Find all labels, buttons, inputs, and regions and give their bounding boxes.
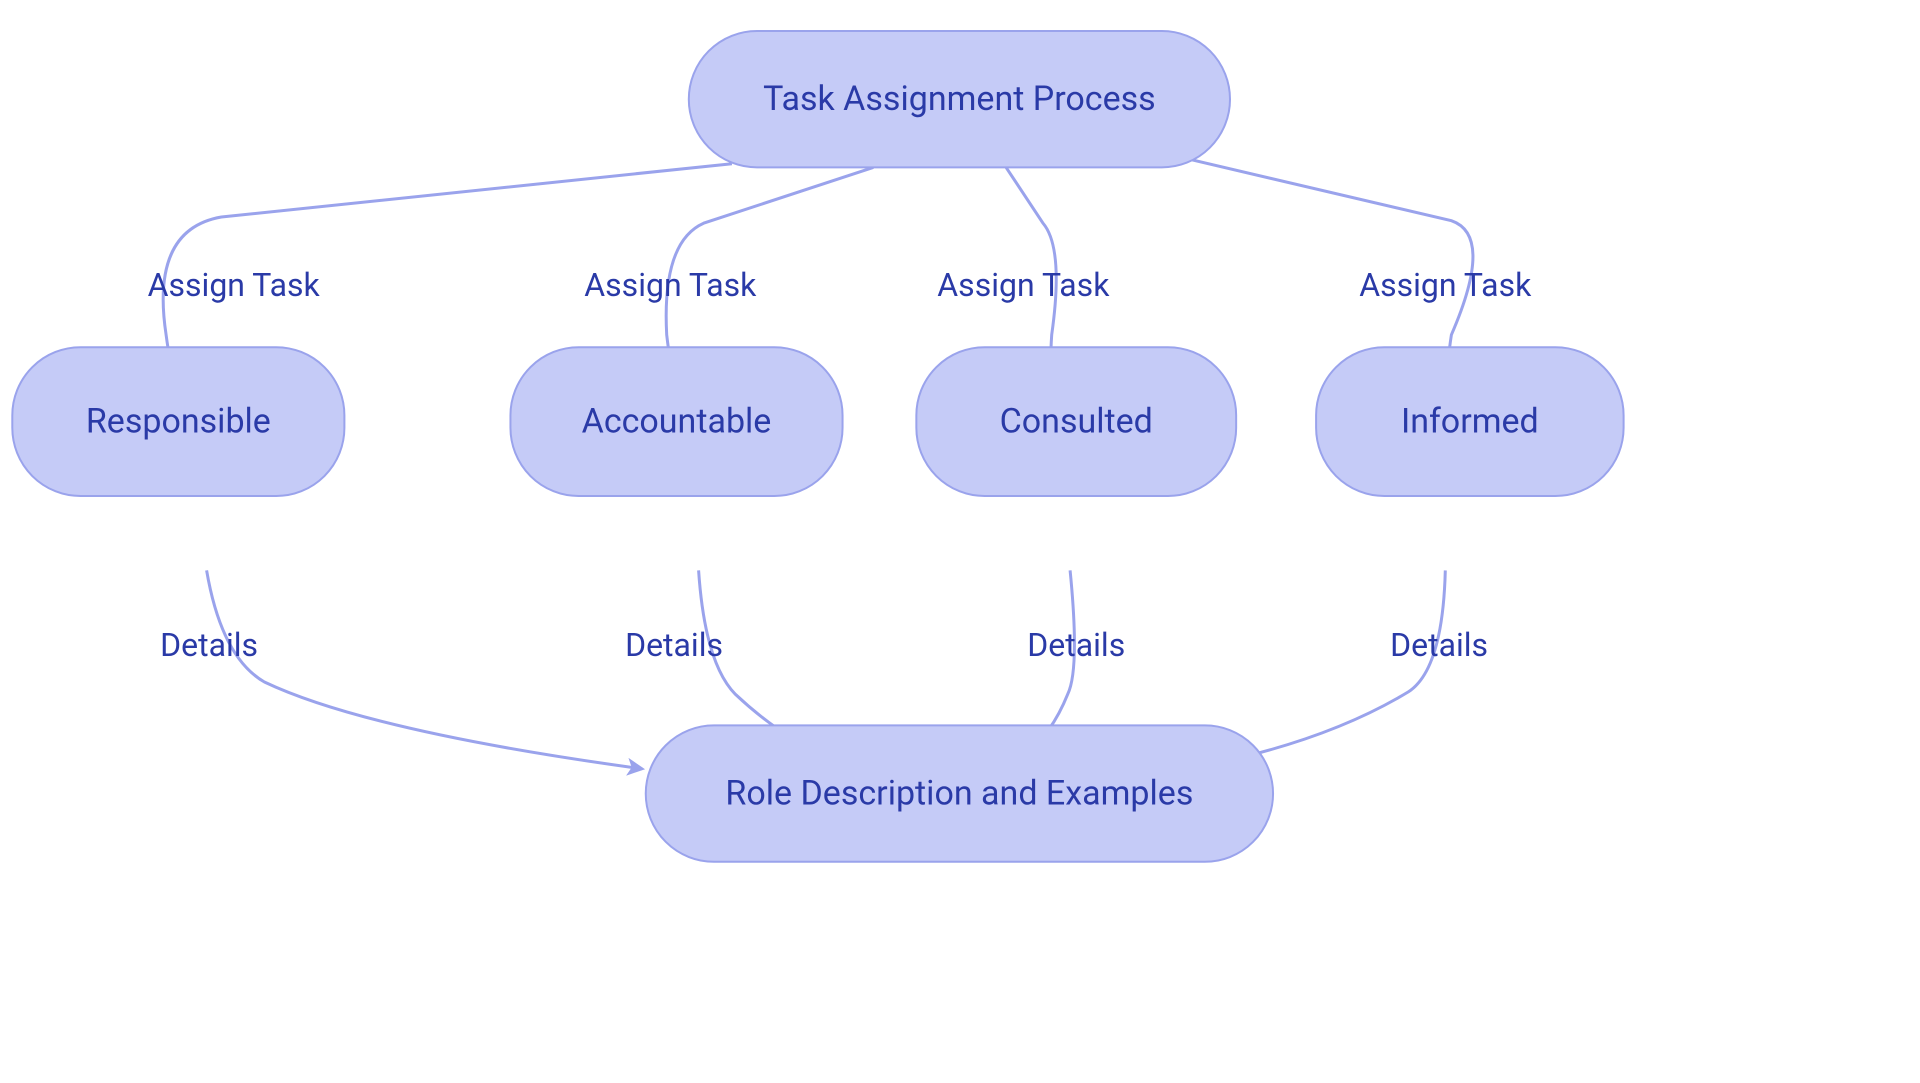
edge-label: Details [1390,626,1488,664]
node-resp: Responsible [12,347,344,496]
node-info: Informed [1316,347,1624,496]
node-root: Task Assignment Process [689,31,1230,167]
edge-label: Assign Task [937,266,1110,304]
node-cons: Consulted [916,347,1236,496]
node-label: Informed [1401,402,1539,442]
node-label: Task Assignment Process [763,79,1156,119]
node-detail: Role Description and Examples [646,725,1273,861]
flowchart-canvas: Assign Task Assign Task Assign Task Assign … [0,0,1920,1083]
edge-label: Assign Task [1359,266,1532,304]
node-acct: Accountable [510,347,842,496]
edge-label: Details [160,626,258,664]
node-label: Consulted [1000,402,1153,442]
edge-label: Assign Task [584,266,757,304]
edge-label: Assign Task [148,266,321,304]
edge-label: Details [1027,626,1125,664]
edge-label: Details [625,626,723,664]
node-label: Accountable [582,402,772,442]
node-label: Role Description and Examples [725,774,1193,814]
node-label: Responsible [86,402,271,442]
